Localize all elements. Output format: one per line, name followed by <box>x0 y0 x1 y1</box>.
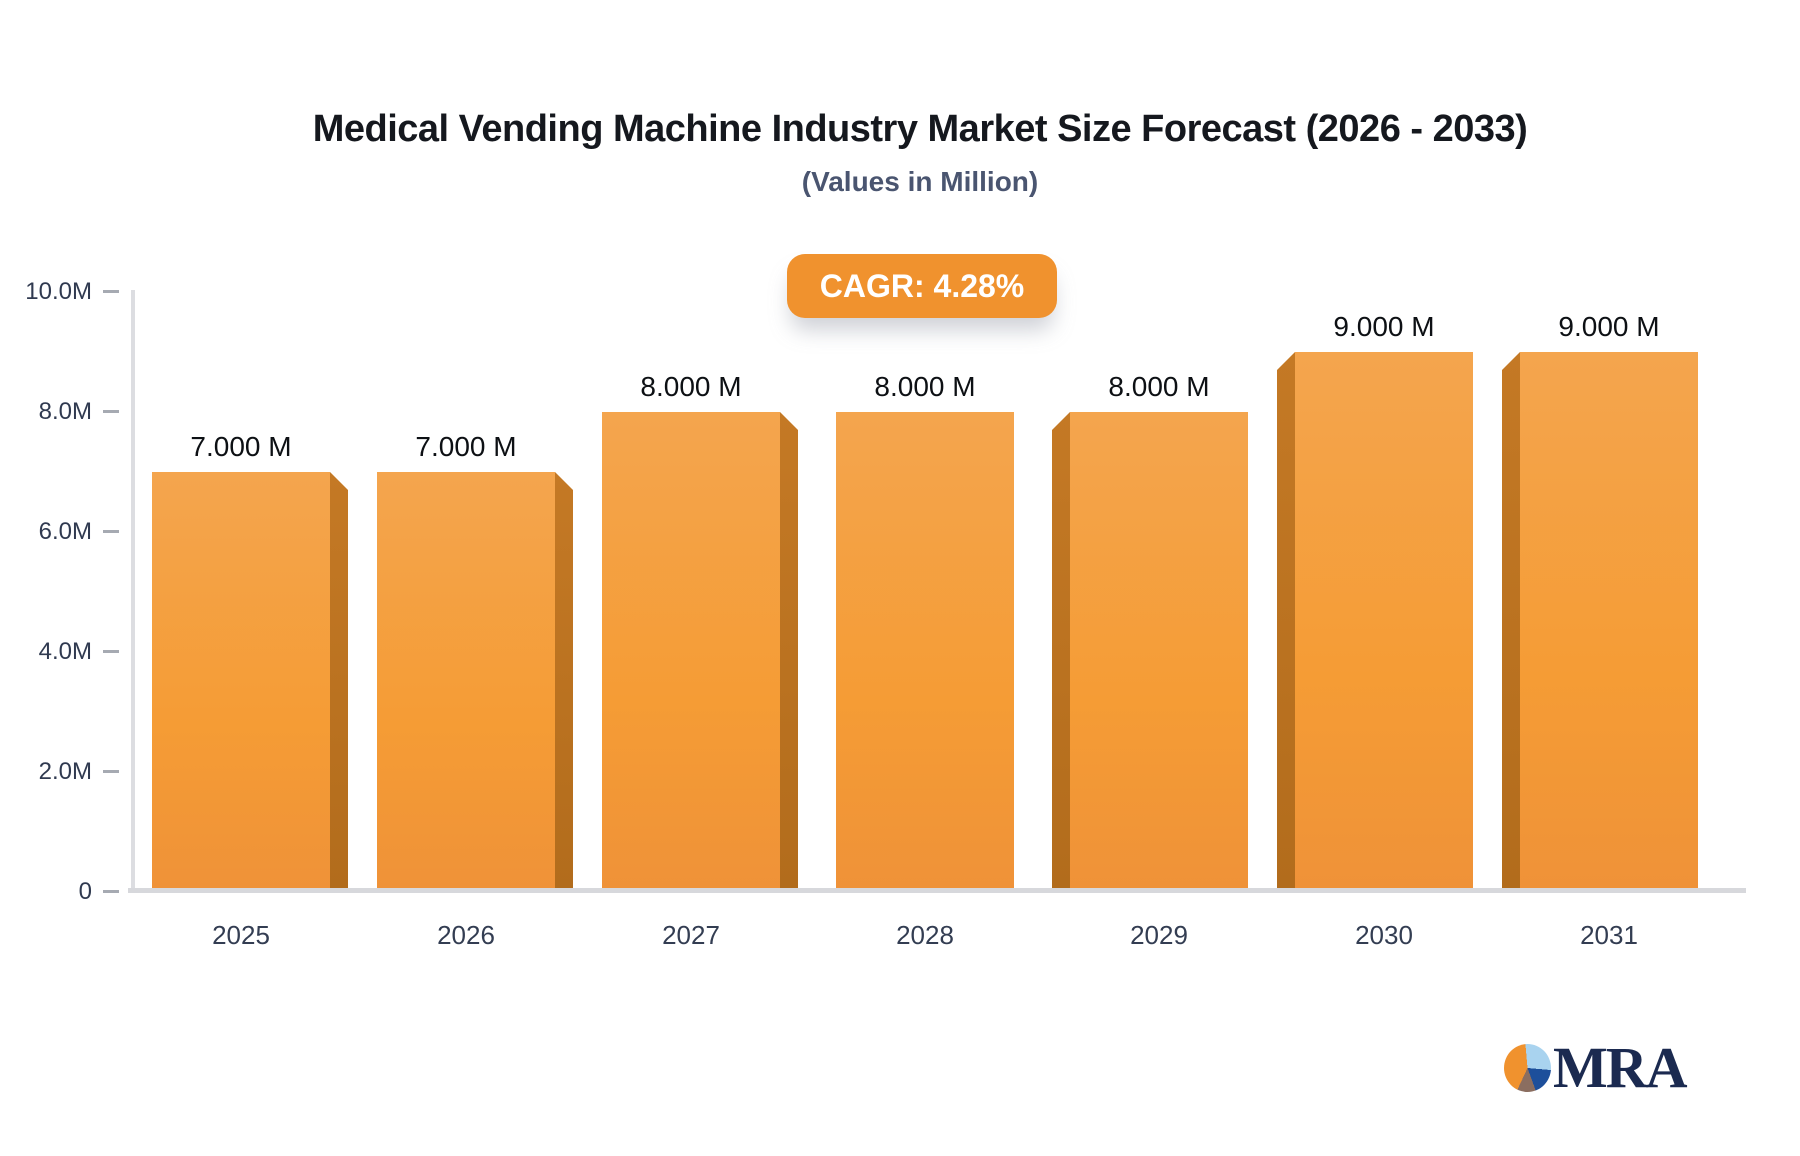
y-tick <box>103 530 119 533</box>
y-tick-label: 6.0M <box>38 518 92 545</box>
y-tick <box>103 890 119 893</box>
bar-2026[interactable] <box>377 472 555 892</box>
bar-side-2030 <box>1277 352 1295 892</box>
brand-logo: MRA <box>1504 1036 1704 1100</box>
x-tick-label: 2028 <box>896 920 954 950</box>
bar-value-label: 7.000 M <box>415 431 517 462</box>
chart-title: Medical Vending Machine Industry Market … <box>312 108 1528 150</box>
x-tick-label: 2031 <box>1580 920 1638 950</box>
y-tick-label: 4.0M <box>38 638 92 665</box>
bar-value-label: 8.000 M <box>640 371 742 402</box>
bar-side-2025 <box>330 472 348 892</box>
x-tick-label: 2030 <box>1355 920 1413 950</box>
y-tick-label: 2.0M <box>38 758 92 785</box>
chart-subtitle: (Values in Million) <box>801 166 1039 197</box>
x-tick-label: 2025 <box>212 920 270 950</box>
bar-side-2026 <box>555 472 573 892</box>
y-tick-label: 0 <box>78 878 92 905</box>
pie-chart-icon <box>1504 1044 1551 1092</box>
bar-value-label: 8.000 M <box>874 371 976 402</box>
bar-2029[interactable] <box>1070 412 1248 892</box>
bar-value-label: 8.000 M <box>1108 371 1210 402</box>
bar-value-label: 7.000 M <box>190 431 292 462</box>
bar-side-2027 <box>780 412 798 892</box>
bar-2030[interactable] <box>1295 352 1473 892</box>
bar-side-2031 <box>1502 352 1520 892</box>
bar-value-label: 9.000 M <box>1558 311 1660 342</box>
bar-2025[interactable] <box>152 472 330 892</box>
y-axis-line <box>131 290 135 890</box>
cagr-badge: CAGR: 4.28% <box>787 254 1057 318</box>
bar-value-label: 9.000 M <box>1333 311 1435 342</box>
y-tick <box>103 410 119 413</box>
x-tick-label: 2029 <box>1130 920 1188 950</box>
x-axis-line <box>128 888 1746 893</box>
logo-text: MRA <box>1553 1035 1688 1100</box>
bar-2027[interactable] <box>602 412 780 892</box>
x-tick-label: 2026 <box>437 920 495 950</box>
y-tick-label: 8.0M <box>38 398 92 425</box>
y-tick <box>103 770 119 773</box>
y-tick-label: 10.0M <box>25 278 92 305</box>
y-tick <box>103 290 119 293</box>
y-tick <box>103 650 119 653</box>
x-tick-label: 2027 <box>662 920 720 950</box>
bar-2028[interactable] <box>836 412 1014 892</box>
bar-side-2029 <box>1052 412 1070 892</box>
bar-2031[interactable] <box>1520 352 1698 892</box>
